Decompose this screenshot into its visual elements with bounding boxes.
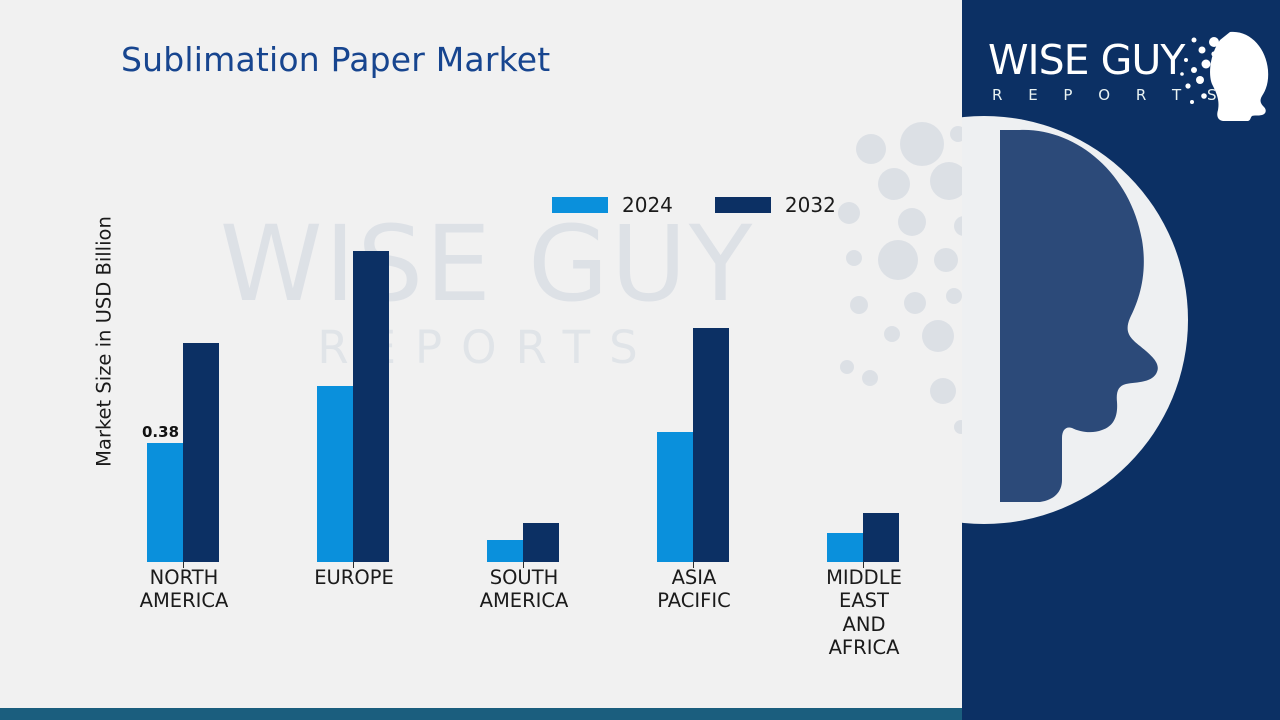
bar-2032-south-america[interactable] [523, 523, 559, 562]
category-label-line: EUROPE [314, 566, 394, 589]
category-label-asia-pacific: ASIA PACIFIC [620, 566, 768, 613]
bar-pair [657, 232, 729, 562]
category-label-line: AMERICA [139, 589, 229, 613]
legend-item-2032[interactable]: 2032 [714, 193, 836, 217]
category-label-middle-east-and-africa: MIDDLE EAST AND AFRICA [790, 566, 938, 660]
legend-item-2024[interactable]: 2024 [552, 193, 673, 217]
bar-2032-middle-east-and-africa[interactable] [863, 513, 899, 562]
category-label-line: AMERICA [479, 589, 569, 613]
axis-tick [353, 562, 354, 568]
bar-pair [147, 232, 219, 562]
category-label-line: PACIFIC [657, 589, 731, 613]
bar-pair [487, 232, 559, 562]
axis-tick [863, 562, 864, 568]
bar-2024-europe[interactable] [317, 386, 353, 562]
category-label-line: EAST [839, 589, 889, 613]
axis-tick [183, 562, 184, 568]
dotted-head-profile-icon [1180, 31, 1269, 121]
chart-legend: 2024 2032 [552, 193, 836, 217]
category-label-line: SOUTH [489, 566, 559, 589]
category-label-line: AFRICA [828, 636, 900, 660]
logo-wordmark: WISE GUY [988, 36, 1185, 84]
legend-label-2032: 2032 [784, 193, 836, 217]
chart-panel: WISE GUY REPORTS Sublim [0, 40, 962, 720]
bar-2024-south-america[interactable] [487, 540, 523, 562]
bottom-accent-bar [0, 708, 962, 720]
category-label-south-america: SOUTH AMERICA [450, 566, 598, 613]
bar-2032-north-america[interactable] [183, 343, 219, 562]
category-label-line: ASIA [671, 566, 717, 589]
brand-panel: WISE GUY R E P O R T S [962, 0, 1280, 720]
legend-swatch-2024 [552, 197, 608, 213]
logo-subtitle: R E P O R T S [992, 86, 1227, 104]
axis-tick [693, 562, 694, 568]
legend-swatch-2032 [714, 197, 771, 213]
page-title: Sublimation Paper Market [121, 40, 551, 79]
bar-2032-europe[interactable] [353, 251, 389, 562]
bar-pair [317, 232, 389, 562]
logo: WISE GUY R E P O R T S [982, 26, 1272, 122]
bar-pair [827, 232, 899, 562]
category-label-line: MIDDLE [826, 566, 902, 589]
bar-2032-asia-pacific[interactable] [693, 328, 729, 562]
plot-area: 0.38 NORTH AMERICA EUROPE [110, 232, 938, 660]
face-silhouette-icon [1000, 129, 1158, 502]
bar-2024-north-america[interactable] [147, 443, 183, 562]
y-axis-label: Market Size in USD Billion [92, 216, 116, 467]
category-label-north-america: NORTH AMERICA [110, 566, 258, 613]
bar-2024-asia-pacific[interactable] [657, 432, 693, 562]
category-label-line: AND [842, 612, 886, 636]
legend-label-2024: 2024 [622, 193, 673, 217]
category-label-europe: EUROPE [280, 566, 428, 589]
bar-2024-middle-east-and-africa[interactable] [827, 533, 863, 562]
bar-value-label-north-america-2024: 0.38 [142, 423, 180, 441]
axis-tick [523, 562, 524, 568]
category-label-line: NORTH [149, 566, 219, 589]
